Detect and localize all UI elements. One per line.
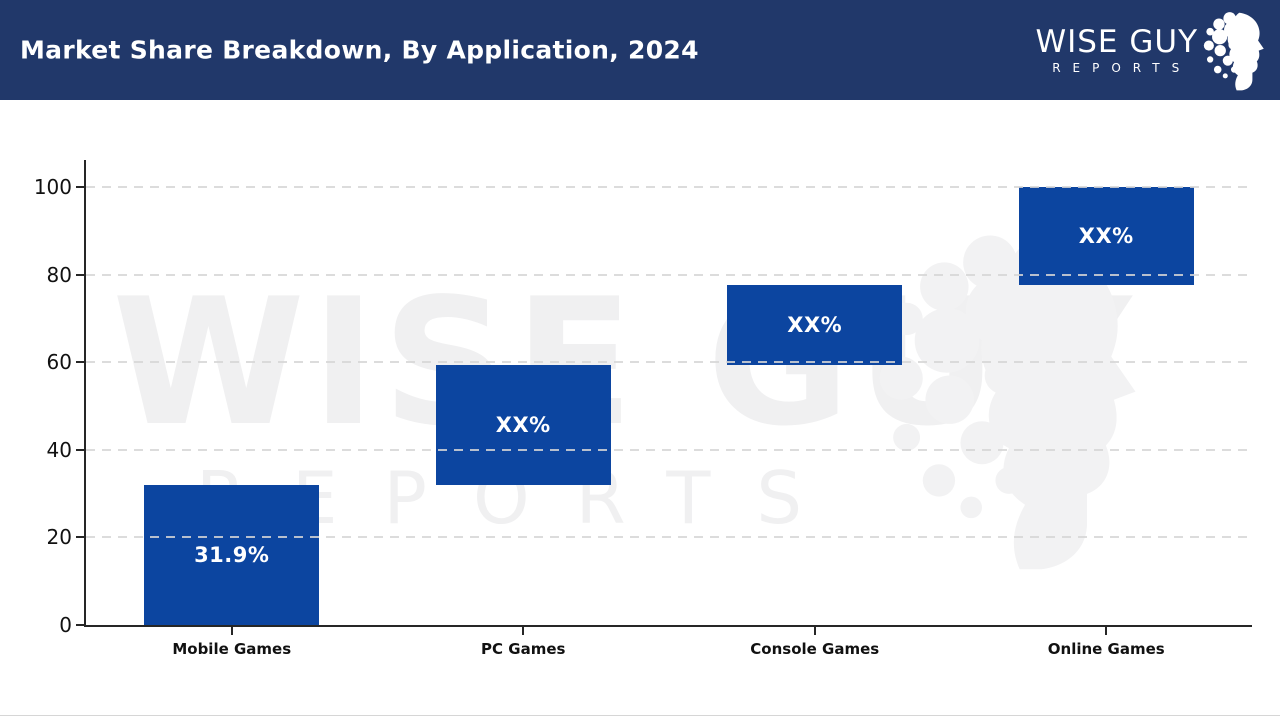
x-tick-mark: [813, 627, 816, 635]
gridline-40: [86, 448, 1252, 451]
header: Market Share Breakdown, By Application, …: [0, 0, 1280, 100]
x-axis-tick-labels: Mobile Games PC Games Console Games Online …: [86, 640, 1252, 664]
logo-text: WISE GUY REPORTS: [1035, 25, 1198, 74]
gridline-100: [86, 186, 1252, 188]
gridline-20: [86, 536, 1252, 539]
x-axis-tick-marks: [86, 627, 1252, 635]
y-axis-tick-marks: [76, 186, 84, 626]
bar-value-label: XX%: [495, 413, 551, 438]
y-tick-label: 80: [46, 262, 72, 287]
y-tick-label: 60: [46, 350, 72, 375]
x-axis-line: [84, 625, 1252, 627]
bar-online-games: XX%: [1018, 187, 1194, 286]
y-tick-label: 20: [46, 525, 72, 550]
chart-area: WISE GUY REPORTS 31.9% XX% XX% XX% 0 20 40 60 8…: [0, 100, 1280, 720]
y-tick-mark: [76, 273, 84, 276]
logo-subtitle: REPORTS: [1052, 60, 1192, 75]
x-tick-label-pc-games: PC Games: [481, 640, 566, 658]
y-tick-mark: [76, 361, 84, 364]
y-axis-tick-labels: 0 20 40 60 80 100: [0, 177, 72, 635]
logo-head-icon: [1203, 12, 1264, 91]
wise-guy-logo: WISE GUY REPORTS: [1035, 7, 1272, 93]
x-tick-mark: [522, 627, 525, 635]
x-tick-label-console-games: Console Games: [750, 640, 880, 658]
bar-mobile-games: 31.9%: [144, 485, 320, 625]
y-tick-mark: [76, 448, 84, 451]
y-tick-mark: [76, 624, 84, 626]
y-tick-label: 100: [33, 175, 72, 199]
gridline-60: [86, 361, 1252, 364]
y-tick-mark: [76, 186, 84, 188]
x-tick-mark: [1105, 627, 1108, 635]
y-tick-label: 0: [59, 613, 72, 637]
bottom-divider: [0, 715, 1280, 716]
y-axis-line: [84, 160, 86, 627]
logo-wordmark: WISE GUY: [1035, 24, 1198, 61]
plot-area: 31.9% XX% XX% XX%: [86, 186, 1252, 625]
page-title: Market Share Breakdown, By Application, …: [20, 35, 699, 65]
bar-value-label: XX%: [787, 312, 843, 337]
bar-pc-games: XX%: [435, 364, 611, 486]
y-tick-mark: [76, 536, 84, 539]
gridline-80: [86, 273, 1252, 276]
bar-value-label: XX%: [1078, 224, 1134, 249]
x-tick-mark: [230, 627, 233, 635]
x-tick-label-online-games: Online Games: [1047, 640, 1165, 658]
bar-console-games: XX%: [727, 285, 903, 365]
x-tick-label-mobile-games: Mobile Games: [172, 640, 292, 658]
bar-value-label: 31.9%: [194, 543, 270, 568]
y-tick-label: 40: [46, 437, 72, 462]
